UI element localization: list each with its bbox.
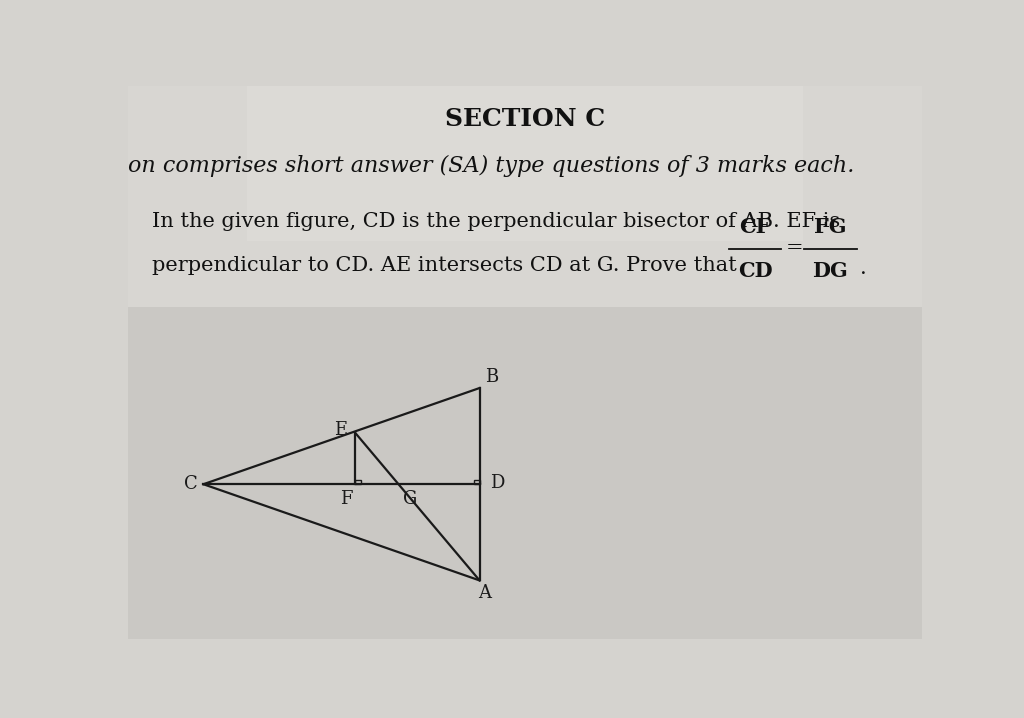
Text: In the given figure, CD is the perpendicular bisector of AB. EF is: In the given figure, CD is the perpendic… [152,212,840,231]
Text: CD: CD [737,261,772,281]
Text: =: = [785,238,804,257]
Bar [355,480,360,484]
Bar [474,480,479,484]
Text: CF: CF [739,217,771,237]
Bar [247,86,803,241]
Text: SECTION C: SECTION C [444,107,605,131]
Text: C: C [184,475,199,493]
Text: D: D [489,474,504,492]
Text: F: F [340,490,352,508]
Text: G: G [403,490,418,508]
Text: DG: DG [812,261,848,281]
Bar [128,307,922,639]
Text: FG: FG [814,217,847,237]
Text: B: B [484,368,498,386]
Text: on comprises short answer (SA) type questions of 3 marks each.: on comprises short answer (SA) type ques… [128,155,854,177]
Text: A: A [478,584,492,602]
Bar [128,86,922,307]
Text: E: E [334,421,347,439]
Text: perpendicular to CD. AE intersects CD at G. Prove that: perpendicular to CD. AE intersects CD at… [152,256,736,275]
Text: .: . [860,259,866,278]
